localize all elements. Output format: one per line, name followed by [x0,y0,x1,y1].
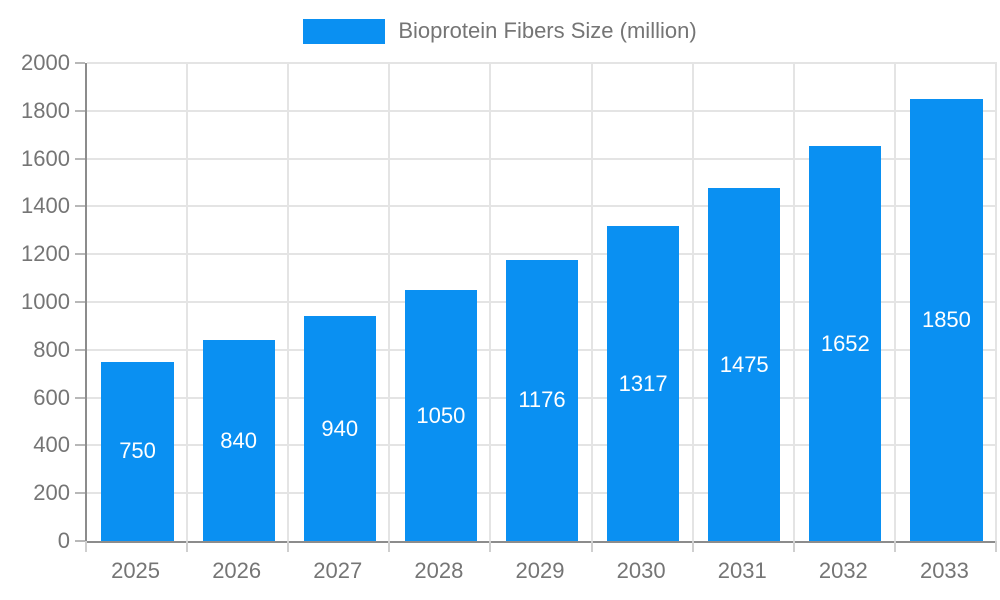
x-axis-tick-label: 2025 [111,558,161,583]
x-axis-tick [995,541,997,552]
x-axis-tick-label: 2032 [818,558,868,583]
y-axis-tick [75,157,85,160]
x-axis-tick [287,541,290,552]
x-axis-tick-label: 2027 [313,558,363,583]
gridline-vertical [691,63,694,541]
bar-value-label: 1176 [518,387,566,413]
y-axis-tick [75,62,85,64]
gridline-vertical [287,63,290,541]
gridline-horizontal [87,253,997,256]
bar-value-label: 1652 [820,330,870,356]
legend-label: Bioprotein Fibers Size (million) [398,18,697,43]
bar-value-label: 840 [220,427,258,453]
bar: 1652 [809,146,882,541]
x-axis-tick [590,541,593,552]
bar: 1850 [910,98,983,541]
bar: 840 [202,340,275,541]
y-axis-tick-label: 1800 [21,97,70,123]
y-axis-tick [75,205,85,208]
y-axis-tick-label: 200 [33,480,70,506]
y-axis-tick [75,492,85,495]
legend-swatch [303,18,386,44]
y-axis-tick-label: 1600 [21,145,70,171]
gridline-horizontal [87,205,997,208]
y-axis-tick [75,396,85,399]
gridline-vertical [590,63,593,541]
gridline-horizontal [87,109,997,112]
x-axis-tick [691,541,694,552]
x-axis-tick [489,541,492,552]
bar-value-label: 1850 [921,306,971,332]
x-axis-tick-label: 2031 [717,558,767,583]
gridline-vertical [893,63,896,541]
x-axis-tick [388,541,391,552]
y-axis-labels: 0 200 400 600 800 1000 1200 1400 1600 1800 2000 [0,52,70,552]
y-axis-tick-label: 0 [57,528,70,553]
bar-value-label: 750 [119,438,156,464]
y-axis-tick [75,253,85,256]
bar-value-label: 1475 [719,351,769,377]
bar: 1050 [404,290,478,541]
gridline-horizontal [87,157,997,160]
y-axis-tick [75,444,85,447]
gridline-vertical [186,63,189,541]
y-axis-tick-label: 800 [33,336,70,362]
plot-area: 750 840 940 1050 1176 1317 1475 1652 1850 [75,62,997,552]
y-axis-tick [75,109,85,112]
y-axis-tick-label: 600 [33,384,70,410]
x-axis-tick-label: 2030 [616,558,666,583]
x-axis-tick-label: 2033 [919,558,969,583]
x-axis-tick [893,541,896,552]
legend: Bioprotein Fibers Size (million) [0,17,1000,45]
y-axis-tick-label: 1400 [21,193,70,219]
x-axis-tick [186,541,189,552]
bar: 1176 [505,259,579,541]
x-axis-tick-label: 2028 [414,558,464,583]
bar-value-label: 1317 [618,370,668,396]
x-axis-tick-label: 2029 [515,558,565,583]
y-axis-tick-label: 1000 [21,289,70,314]
bar: 750 [101,361,174,541]
gridline-horizontal [87,62,997,64]
x-axis-tick [85,541,87,552]
x-axis-tick-label: 2026 [212,558,262,583]
x-axis-labels: 2025 2026 2027 2028 2029 2030 2031 2032 2033 [85,555,995,587]
bar-value-label: 1050 [416,402,466,428]
y-axis-tick-label: 400 [33,432,70,458]
gridline-vertical [489,63,492,541]
bar: 940 [303,316,376,541]
bar-value-label: 940 [321,415,359,441]
gridline-vertical [995,63,997,541]
bar: 1317 [606,226,680,541]
y-axis-tick-label: 2000 [21,50,70,75]
gridline-vertical [388,63,391,541]
y-axis-tick [75,540,85,542]
x-axis-tick [792,541,795,552]
y-axis-tick [75,301,85,303]
y-axis-tick [75,348,85,351]
bar: 1475 [708,188,781,541]
gridline-vertical [792,63,795,541]
y-axis-tick-label: 1200 [21,241,70,267]
